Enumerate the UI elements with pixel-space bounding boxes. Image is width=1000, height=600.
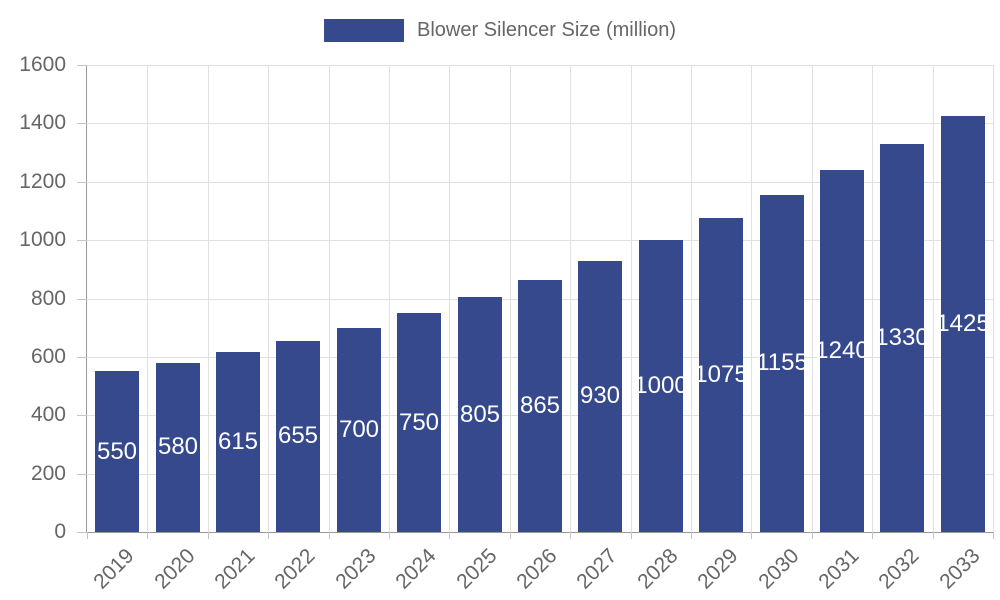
x-axis-tick <box>389 532 390 539</box>
x-axis-tick <box>751 532 752 539</box>
gridline-vertical <box>993 65 994 532</box>
gridline-vertical <box>933 65 934 532</box>
y-axis-label: 800 <box>30 287 66 310</box>
bar[interactable] <box>397 313 441 532</box>
gridline-vertical <box>751 65 752 532</box>
bar-value-label: 805 <box>459 401 501 428</box>
bar[interactable] <box>941 116 985 532</box>
gridline-horizontal <box>87 65 993 66</box>
x-axis-tick <box>87 532 88 539</box>
bar-value-label: 655 <box>277 422 319 449</box>
x-axis-label: 2019 <box>89 544 139 594</box>
gridline-horizontal <box>87 182 993 183</box>
y-axis-label: 1400 <box>19 111 66 134</box>
bar[interactable] <box>518 280 562 532</box>
bar[interactable] <box>276 341 320 532</box>
bar-value-label: 1000 <box>634 372 688 399</box>
y-axis-label: 0 <box>54 520 66 543</box>
y-axis-tick <box>77 299 87 300</box>
y-axis-tick <box>77 357 87 358</box>
x-axis-tick <box>691 532 692 539</box>
legend-item[interactable]: Blower Silencer Size (million) <box>324 17 676 43</box>
y-axis-tick <box>77 123 87 124</box>
y-axis-label: 400 <box>30 403 66 426</box>
gridline-vertical <box>510 65 511 532</box>
y-axis-tick <box>77 240 87 241</box>
x-axis-tick <box>449 532 450 539</box>
x-axis-tick <box>147 532 148 539</box>
bar[interactable] <box>820 170 864 532</box>
x-axis-tick <box>329 532 330 539</box>
bar-value-label: 750 <box>398 409 440 436</box>
y-axis-label: 1000 <box>19 228 66 251</box>
gridline-vertical <box>812 65 813 532</box>
gridline-vertical <box>570 65 571 532</box>
gridline-horizontal <box>87 123 993 124</box>
gridline-vertical <box>268 65 269 532</box>
y-axis-line <box>86 65 87 532</box>
bar-value-label: 580 <box>157 433 199 460</box>
x-axis-tick <box>933 532 934 539</box>
bar[interactable] <box>699 218 743 532</box>
bar[interactable] <box>578 261 622 532</box>
bar-value-label: 700 <box>338 416 380 443</box>
gridline-vertical <box>449 65 450 532</box>
y-axis-tick <box>77 474 87 475</box>
bar-value-label: 1075 <box>694 361 748 388</box>
gridline-vertical <box>329 65 330 532</box>
bar[interactable] <box>95 371 139 532</box>
y-axis-label: 200 <box>30 462 66 485</box>
gridline-vertical <box>631 65 632 532</box>
bar-value-label: 615 <box>217 428 259 455</box>
y-axis-tick <box>77 532 87 533</box>
x-axis-line <box>86 532 994 533</box>
x-axis-tick <box>872 532 873 539</box>
legend-swatch <box>324 18 405 42</box>
y-axis-label: 600 <box>30 345 66 368</box>
x-axis-tick <box>812 532 813 539</box>
gridline-vertical <box>208 65 209 532</box>
y-axis-label: 1600 <box>19 53 66 76</box>
bar-value-label: 930 <box>579 382 621 409</box>
bar[interactable] <box>760 195 804 532</box>
y-axis-tick <box>77 65 87 66</box>
x-axis-tick <box>631 532 632 539</box>
bar-value-label: 1425 <box>936 310 990 337</box>
x-axis-tick <box>570 532 571 539</box>
bar-value-label: 550 <box>96 438 138 465</box>
x-axis-tick <box>208 532 209 539</box>
bar-value-label: 865 <box>519 392 561 419</box>
bar[interactable] <box>458 297 502 532</box>
bar-value-label: 1240 <box>815 337 869 364</box>
gridline-horizontal <box>87 240 993 241</box>
gridline-vertical <box>872 65 873 532</box>
bar-value-label: 1330 <box>875 324 929 351</box>
bar[interactable] <box>337 328 381 532</box>
x-axis-tick <box>993 532 994 539</box>
bar[interactable] <box>216 352 260 532</box>
bar[interactable] <box>880 144 924 532</box>
y-axis-tick <box>77 182 87 183</box>
bar[interactable] <box>156 363 200 532</box>
gridline-vertical <box>389 65 390 532</box>
legend-label: Blower Silencer Size (million) <box>417 19 676 41</box>
y-axis-label: 1200 <box>19 170 66 193</box>
gridline-vertical <box>691 65 692 532</box>
x-axis-tick <box>510 532 511 539</box>
bar[interactable] <box>639 240 683 532</box>
bar-value-label: 1155 <box>756 349 808 376</box>
y-axis-tick <box>77 415 87 416</box>
plot-area: 0 200 400 600 800 1000 1200 1400 1600 550 2019 580 2… <box>19 53 994 594</box>
x-axis-tick <box>268 532 269 539</box>
gridline-vertical <box>147 65 148 532</box>
